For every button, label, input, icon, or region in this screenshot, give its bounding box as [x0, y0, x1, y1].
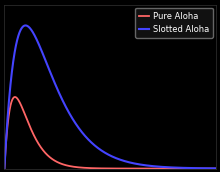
Pure Aloha — [84, 167, 87, 169]
Pure Aloha — [214, 168, 217, 170]
Legend: Pure Aloha, Slotted Aloha: Pure Aloha, Slotted Aloha — [135, 8, 213, 38]
Pure Aloha — [93, 167, 96, 169]
Slotted Aloha — [214, 167, 217, 169]
Slotted Aloha — [40, 49, 42, 51]
Slotted Aloha — [84, 135, 87, 137]
Slotted Aloha — [210, 167, 213, 169]
Pure Aloha — [187, 168, 190, 170]
Slotted Aloha — [24, 24, 27, 26]
Pure Aloha — [40, 147, 42, 149]
Pure Aloha — [3, 168, 6, 170]
Slotted Aloha — [3, 168, 6, 170]
Line: Pure Aloha: Pure Aloha — [4, 97, 216, 169]
Pure Aloha — [210, 168, 213, 170]
Pure Aloha — [27, 122, 30, 124]
Slotted Aloha — [187, 167, 190, 169]
Line: Slotted Aloha: Slotted Aloha — [4, 25, 216, 169]
Slotted Aloha — [93, 144, 96, 146]
Slotted Aloha — [27, 26, 30, 28]
Pure Aloha — [14, 96, 16, 98]
